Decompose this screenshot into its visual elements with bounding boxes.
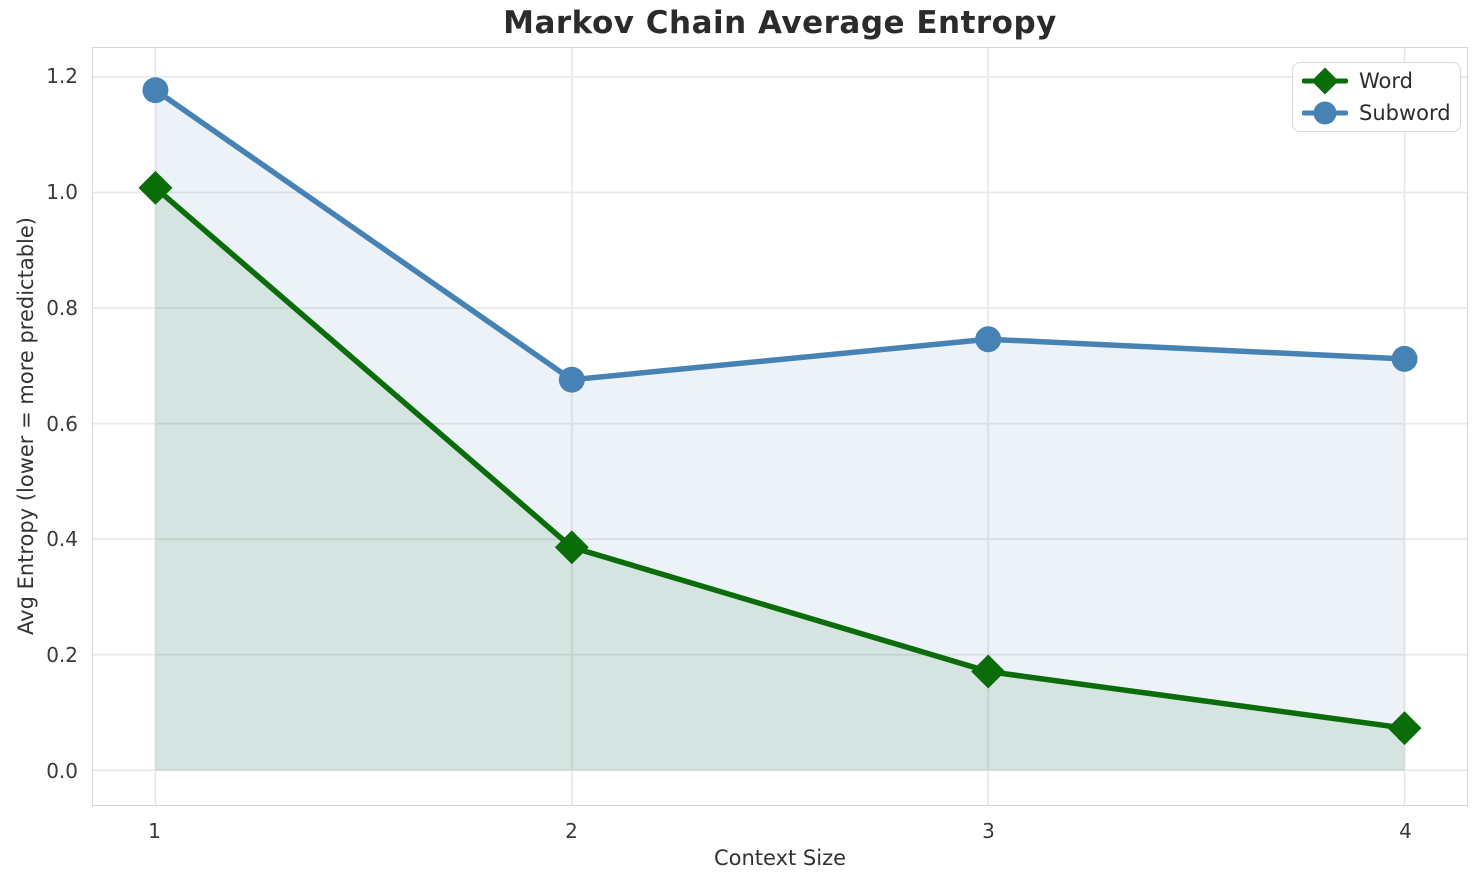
legend-item-subword: Subword	[1302, 97, 1460, 129]
legend: Word Subword	[1292, 62, 1461, 132]
y-tick-label: 1.2	[46, 63, 78, 88]
x-tick-label: 2	[565, 819, 578, 843]
word-legend-marker	[1302, 67, 1348, 95]
chart-title: Markov Chain Average Entropy	[503, 5, 1057, 41]
x-tick-label: 3	[982, 819, 995, 843]
y-tick-label: 1.0	[46, 179, 78, 204]
y-tick-label: 0.2	[46, 643, 78, 668]
y-tick-label: 0.6	[46, 411, 78, 436]
y-tick-label: 0.4	[46, 527, 78, 552]
plot-area	[92, 47, 1468, 806]
x-axis-label: Context Size	[713, 846, 847, 870]
y-tick-label: 0.8	[46, 295, 78, 320]
x-tick-label: 4	[1399, 819, 1412, 843]
subword-legend-marker	[1302, 101, 1348, 125]
legend-label-subword: Subword	[1359, 101, 1451, 125]
y-tick-label: 0.0	[46, 759, 78, 784]
legend-item-word: Word	[1302, 65, 1460, 97]
y-axis-label: Avg Entropy (lower = more predictable)	[14, 217, 38, 635]
legend-label-word: Word	[1359, 69, 1413, 93]
x-tick-label: 1	[148, 819, 161, 843]
plot-canvas	[93, 48, 1467, 805]
